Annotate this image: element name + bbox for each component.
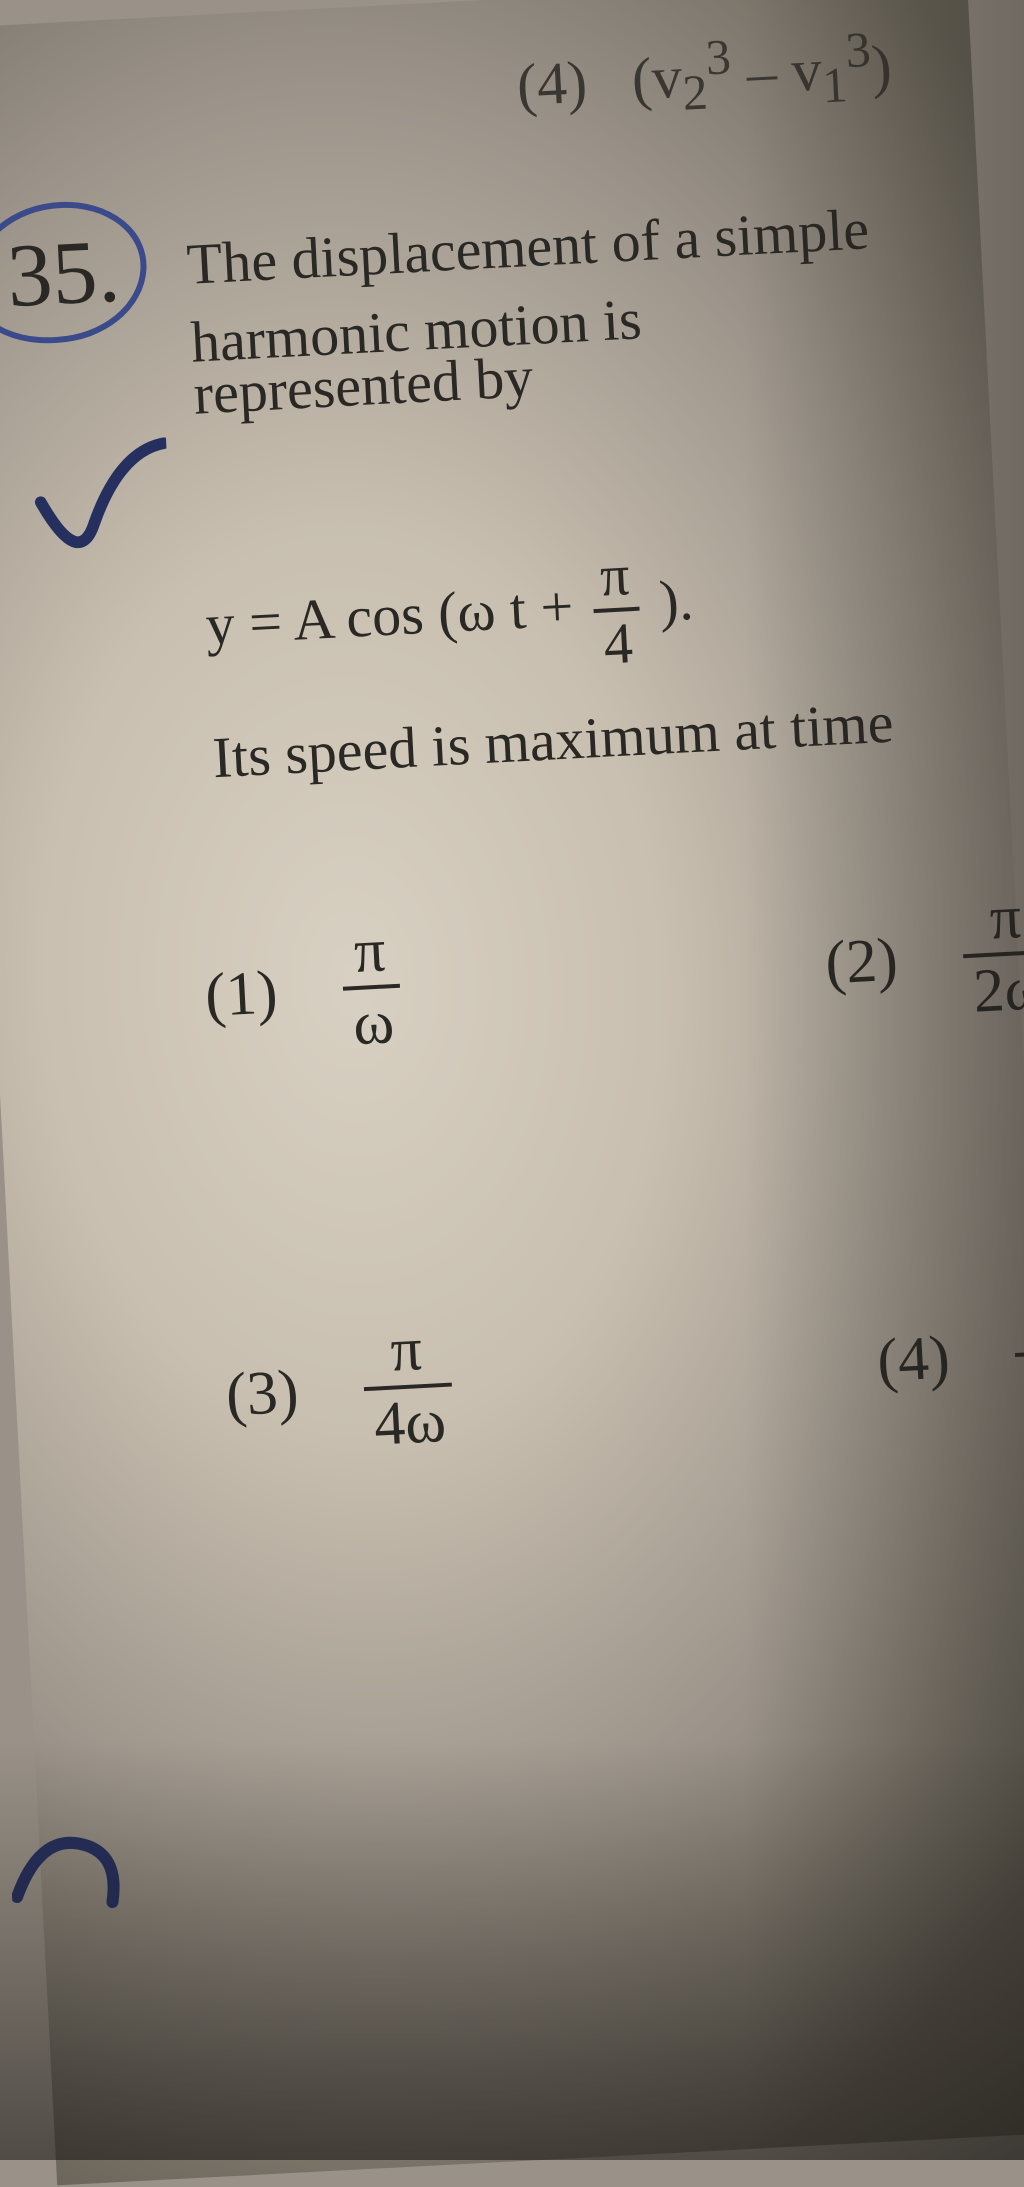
prev-option-label: (4) — [515, 48, 588, 121]
question-text-line1: The displacement of a simple harmonic mo… — [185, 185, 966, 382]
option-3: (3) π 4ω — [222, 1314, 461, 1466]
option-1: (1) π ω — [202, 916, 410, 1067]
eq-frac-num: π — [590, 543, 639, 613]
eq-fraction: π 4 — [590, 543, 642, 677]
question-equation: y = A cos (ω t + π 4 ). Its speed is max… — [203, 525, 988, 798]
option-2: (2) π 2ω — [822, 881, 1024, 1033]
option-2-label: (2) — [824, 924, 900, 999]
options-block: (1) π ω (2) π 2ω (3) π 4ω — [202, 886, 1017, 1726]
option-2-frac: π 2ω — [960, 882, 1024, 1027]
option-4-label: (4) — [876, 1323, 952, 1398]
option-3-label: (3) — [224, 1357, 300, 1432]
page-surface: (4) (v23 – v13) 35. The displacement of … — [0, 0, 1024, 2185]
option-4: (4) 2π ω — [874, 1280, 1024, 1432]
pen-scribble-annotation — [7, 1801, 133, 1927]
eq-prefix: y = A cos (ω t + — [204, 573, 589, 658]
eq-suffix: ). — [658, 567, 695, 634]
option-1-label: (1) — [203, 957, 279, 1032]
option-4-frac: 2π ω — [1012, 1280, 1024, 1424]
eq-tail: Its speed is maximum at time — [211, 676, 988, 798]
eq-frac-den: 4 — [594, 610, 643, 676]
prev-option-expr: (v23 – v13) — [629, 19, 893, 124]
option-3-frac: π 4ω — [361, 1314, 456, 1459]
option-row-2: (3) π 4ω (4) 2π ω — [222, 1285, 1002, 1466]
option-row-1: (1) π ω (2) π 2ω — [202, 886, 982, 1067]
pen-tick-annotation — [26, 437, 173, 584]
option-1-frac: π ω — [340, 916, 404, 1059]
prev-option-4-fragment: (4) (v23 – v13) — [515, 19, 894, 130]
question-number: 35. — [5, 219, 123, 328]
